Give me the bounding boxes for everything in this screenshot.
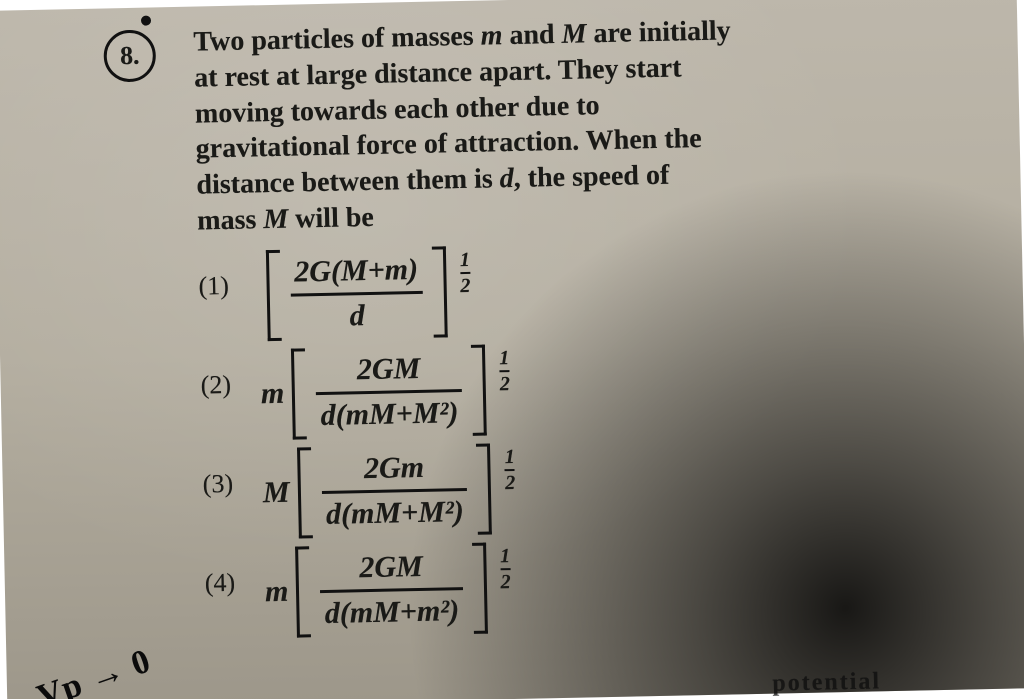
question-text: Two particles of masses m and M are init…: [193, 9, 921, 239]
option-4-number: (4): [204, 547, 265, 598]
option-3-lead: M: [263, 476, 290, 511]
question-line-1: Two particles of masses m and M are init…: [193, 15, 731, 57]
option-1-denominator: d: [345, 297, 369, 335]
option-2-numerator: 2GM: [353, 350, 425, 389]
question-number-pin: [141, 15, 151, 25]
option-2-denominator: d(mM+M²): [316, 394, 463, 435]
option-4-bracket: 2GM d(mM+m²): [295, 543, 487, 638]
option-3-body: M 2Gm d(mM+M²) 1 2: [262, 443, 516, 539]
option-3-bracket: 2Gm d(mM+M²): [297, 443, 493, 538]
option-1-body: 2G(M+m) d 1 2: [258, 246, 472, 341]
option-3-exponent: 1 2: [505, 447, 516, 493]
option-1-number: (1): [198, 250, 259, 301]
option-4-denominator: d(mM+m²): [320, 592, 463, 633]
option-1: (1) 2G(M+m) d 1 2: [198, 235, 984, 342]
cropped-next-line: potential: [772, 668, 881, 697]
option-4-numerator: 2GM: [355, 548, 427, 587]
option-3-denominator: d(mM+M²): [322, 493, 469, 534]
question-number-circle: 8.: [103, 29, 156, 82]
option-4-lead: m: [265, 575, 289, 609]
option-4: (4) m 2GM d(mM+m²) 1 2: [204, 532, 990, 639]
option-2-number: (2): [200, 349, 261, 400]
option-2-lead: m: [261, 377, 285, 411]
option-3: (3) M 2Gm d(mM+M²) 1 2: [202, 433, 988, 540]
scanned-page: 8. Two particles of masses m and M are i…: [0, 0, 1024, 699]
option-3-numerator: 2Gm: [360, 449, 429, 488]
option-1-numerator: 2G(M+m): [290, 251, 423, 292]
option-3-number: (3): [202, 448, 263, 499]
option-2: (2) m 2GM d(mM+M²) 1 2: [200, 334, 986, 441]
question-line-5: distance between them is d, the speed of: [196, 160, 669, 201]
option-2-body: m 2GM d(mM+M²) 1 2: [260, 344, 511, 440]
question-line-4: gravitational force of attraction. When …: [195, 123, 702, 165]
options-list: (1) 2G(M+m) d 1 2: [198, 235, 990, 639]
question-line-6: mass M will be: [197, 202, 374, 237]
question-number: 8.: [120, 41, 140, 71]
question-line-3: moving towards each other due to: [195, 90, 600, 129]
option-4-body: m 2GM d(mM+m²) 1 2: [264, 542, 512, 638]
option-1-bracket: 2G(M+m) d: [266, 246, 448, 341]
option-2-exponent: 1 2: [499, 349, 510, 395]
question-line-2: at rest at large distance apart. They st…: [194, 52, 682, 93]
option-4-exponent: 1 2: [500, 547, 511, 593]
handwritten-annotation: · Vp → 0: [12, 642, 155, 699]
option-1-exponent: 1 2: [460, 250, 471, 296]
option-2-bracket: 2GM d(mM+M²): [291, 345, 487, 440]
